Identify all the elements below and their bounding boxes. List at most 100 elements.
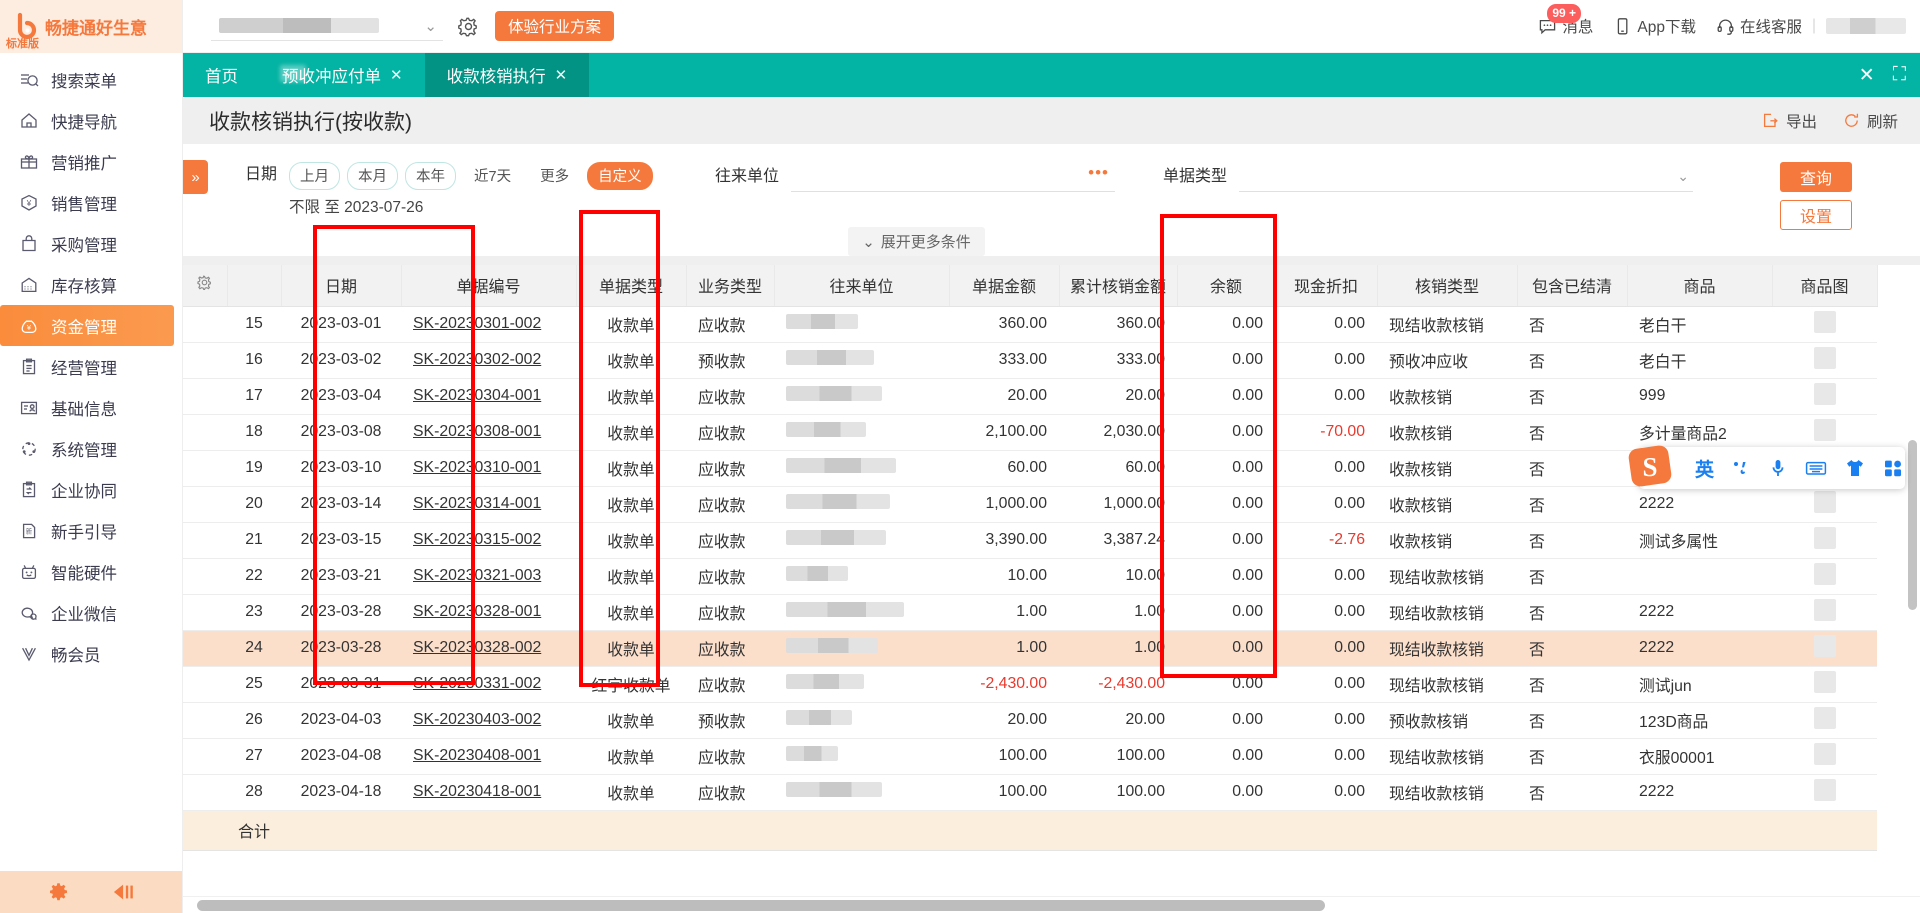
date-chip-last-7-days[interactable]: 近7天 <box>463 162 523 190</box>
sidebar-item-search-menu[interactable]: 搜索菜单 <box>0 59 182 100</box>
date-chip-this-year[interactable]: 本年 <box>405 162 457 190</box>
table-row[interactable]: 18 2023-03-08 SK-20230308-001 收款单 应收款 2,100.0… <box>183 414 1877 451</box>
doc-no-link[interactable]: SK-20230301-002 <box>413 315 542 332</box>
setting-button[interactable]: 设置 <box>1780 200 1852 230</box>
sidebar-item-operations[interactable]: 经营管理 <box>0 346 182 387</box>
column-header-product-image[interactable]: 商品图 <box>1772 265 1878 307</box>
close-icon[interactable]: ✕ <box>390 67 403 84</box>
app-download-button[interactable]: App下载 <box>1613 15 1696 37</box>
row-checkbox-cell[interactable] <box>183 774 227 811</box>
row-checkbox-cell[interactable] <box>183 450 227 487</box>
language-mode-icon[interactable]: 英 <box>1695 459 1715 481</box>
table-row[interactable]: 28 2023-04-18 SK-20230418-001 收款单 应收款 100.00 1… <box>183 774 1877 811</box>
query-button[interactable]: 查询 <box>1780 162 1852 192</box>
column-header-partner[interactable]: 往来单位 <box>774 265 950 307</box>
cell-doc-no[interactable]: SK-20230403-002 <box>401 702 576 739</box>
table-row[interactable]: 15 2023-03-01 SK-20230301-002 收款单 应收款 360.00 3… <box>183 306 1877 343</box>
online-service-button[interactable]: 在线客服 <box>1716 15 1802 37</box>
sidebar-item-basic-info[interactable]: 基础信息 <box>0 387 182 428</box>
date-chip-custom[interactable]: 自定义 <box>587 162 653 190</box>
doc-no-link[interactable]: SK-20230315-002 <box>413 531 542 548</box>
date-chip-more[interactable]: 更多 <box>529 162 581 190</box>
cell-doc-no[interactable]: SK-20230331-002 <box>401 666 576 703</box>
sidebar-item-v-member[interactable]: 畅会员 <box>0 633 182 674</box>
microphone-icon[interactable] <box>1768 458 1788 478</box>
cell-doc-no[interactable]: SK-20230301-002 <box>401 306 576 343</box>
tab-prepaid-offset[interactable]: 预收冲应付单 ✕ <box>260 53 425 97</box>
fullscreen-icon[interactable]: ⛶ <box>1892 64 1906 85</box>
date-chip-this-month[interactable]: 本月 <box>347 162 399 190</box>
sidebar-item-marketing[interactable]: 营销推广 <box>0 141 182 182</box>
row-checkbox-cell[interactable] <box>183 414 227 451</box>
column-header-amount[interactable]: 单据金额 <box>949 265 1060 307</box>
sidebar-item-quick-nav[interactable]: 快捷导航 <box>0 100 182 141</box>
cell-doc-no[interactable]: SK-20230315-002 <box>401 522 576 559</box>
cell-doc-no[interactable]: SK-20230408-001 <box>401 738 576 775</box>
table-row[interactable]: 20 2023-03-14 SK-20230314-001 收款单 应收款 1,000.0… <box>183 486 1877 523</box>
doc-no-link[interactable]: SK-20230408-001 <box>413 747 542 764</box>
column-header-balance[interactable]: 余额 <box>1177 265 1276 307</box>
toolbox-icon[interactable] <box>1883 458 1903 478</box>
column-header-include-settled[interactable]: 包含已结清 <box>1517 265 1628 307</box>
cell-doc-no[interactable]: SK-20230418-001 <box>401 774 576 811</box>
close-icon[interactable]: ✕ <box>1858 64 1875 86</box>
row-checkbox-cell[interactable] <box>183 702 227 739</box>
row-checkbox-cell[interactable] <box>183 342 227 379</box>
gear-icon[interactable] <box>457 15 479 37</box>
table-row[interactable]: 17 2023-03-04 SK-20230304-001 收款单 应收款 20.00 20… <box>183 378 1877 415</box>
expand-more-conditions-button[interactable]: ⌄ 展开更多条件 <box>848 227 985 256</box>
messages-button[interactable]: 消息 99 + <box>1538 4 1593 37</box>
keyboard-icon[interactable] <box>1805 458 1827 478</box>
gear-icon[interactable] <box>197 275 212 294</box>
row-checkbox-cell[interactable] <box>183 594 227 631</box>
table-row[interactable]: 23 2023-03-28 SK-20230328-001 收款单 应收款 1.00 1.0… <box>183 594 1877 631</box>
collapse-sidebar-icon[interactable] <box>113 881 135 903</box>
column-header-settle-type[interactable]: 核销类型 <box>1377 265 1518 307</box>
doc-no-link[interactable]: SK-20230310-001 <box>413 459 542 476</box>
table-row[interactable]: 19 2023-03-10 SK-20230310-001 收款单 应收款 60.00 60… <box>183 450 1877 487</box>
doc-no-link[interactable]: SK-20230304-001 <box>413 387 542 404</box>
table-row[interactable]: 21 2023-03-15 SK-20230315-002 收款单 应收款 3,390.0… <box>183 522 1877 559</box>
row-checkbox-cell[interactable] <box>183 486 227 523</box>
sidebar-item-inventory[interactable]: 库存核算 <box>0 264 182 305</box>
skin-icon[interactable] <box>1844 458 1866 478</box>
cell-doc-no[interactable]: SK-20230304-001 <box>401 378 576 415</box>
sidebar-item-purchase[interactable]: 采购管理 <box>0 223 182 264</box>
doc-no-link[interactable]: SK-20230328-002 <box>413 639 542 656</box>
doc-no-link[interactable]: SK-20230308-001 <box>413 423 542 440</box>
row-checkbox-cell[interactable] <box>183 522 227 559</box>
row-checkbox-cell[interactable] <box>183 558 227 595</box>
cell-doc-no[interactable]: SK-20230328-002 <box>401 630 576 667</box>
table-row[interactable]: 22 2023-03-21 SK-20230321-003 收款单 应收款 10.00 10… <box>183 558 1877 595</box>
sidebar-item-smart-device[interactable]: 智能硬件 <box>0 551 182 592</box>
table-row[interactable]: 27 2023-04-08 SK-20230408-001 收款单 应收款 100.00 1… <box>183 738 1877 775</box>
cell-doc-no[interactable]: SK-20230308-001 <box>401 414 576 451</box>
row-checkbox-cell[interactable] <box>183 666 227 703</box>
org-selector[interactable]: ⌄ <box>211 11 443 41</box>
horizontal-scrollbar[interactable] <box>183 896 1920 913</box>
column-header-doc-no[interactable]: 单据编号 <box>401 265 577 307</box>
table-scroll-area[interactable]: 日期 单据编号 单据类型 业务类型 往来单位 单据金额 累计核销金额 余额 现金… <box>183 265 1920 896</box>
doc-no-link[interactable]: SK-20230314-001 <box>413 495 542 512</box>
punctuation-icon[interactable] <box>1731 458 1751 478</box>
sidebar-item-collaboration[interactable]: 企业协同 <box>0 469 182 510</box>
industry-solution-button[interactable]: 体验行业方案 <box>495 11 615 41</box>
column-header-cash-discount[interactable]: 现金折扣 <box>1275 265 1378 307</box>
row-checkbox-cell[interactable] <box>183 630 227 667</box>
column-header-written-off[interactable]: 累计核销金额 <box>1059 265 1178 307</box>
table-row[interactable]: 25 2023-03-31 SK-20230331-002 红字收款单 应收款 -2,43… <box>183 666 1877 703</box>
chevron-double-right-icon[interactable]: » <box>183 160 208 194</box>
tab-home[interactable]: 首页 <box>183 53 260 97</box>
close-icon[interactable]: ✕ <box>554 67 568 84</box>
doc-no-link[interactable]: SK-20230321-003 <box>413 567 542 584</box>
date-chip-last-month[interactable]: 上月 <box>289 162 341 190</box>
sidebar-item-funds[interactable]: ¥ 资金管理 <box>0 305 174 346</box>
tab-receipt-writeoff-execution[interactable]: 收款核销执行 ✕ <box>424 53 590 97</box>
doc-no-link[interactable]: SK-20230418-001 <box>413 783 542 800</box>
table-row[interactable]: 24 2023-03-28 SK-20230328-002 收款单 应收款 1.00 1.0… <box>183 630 1877 667</box>
column-header-product[interactable]: 商品 <box>1627 265 1773 307</box>
sogou-logo-icon[interactable]: S <box>1626 443 1678 490</box>
date-range-value[interactable]: 不限 至 2023-07-26 <box>289 199 424 216</box>
doc-no-link[interactable]: SK-20230328-001 <box>413 603 542 620</box>
row-checkbox-cell[interactable] <box>183 738 227 775</box>
